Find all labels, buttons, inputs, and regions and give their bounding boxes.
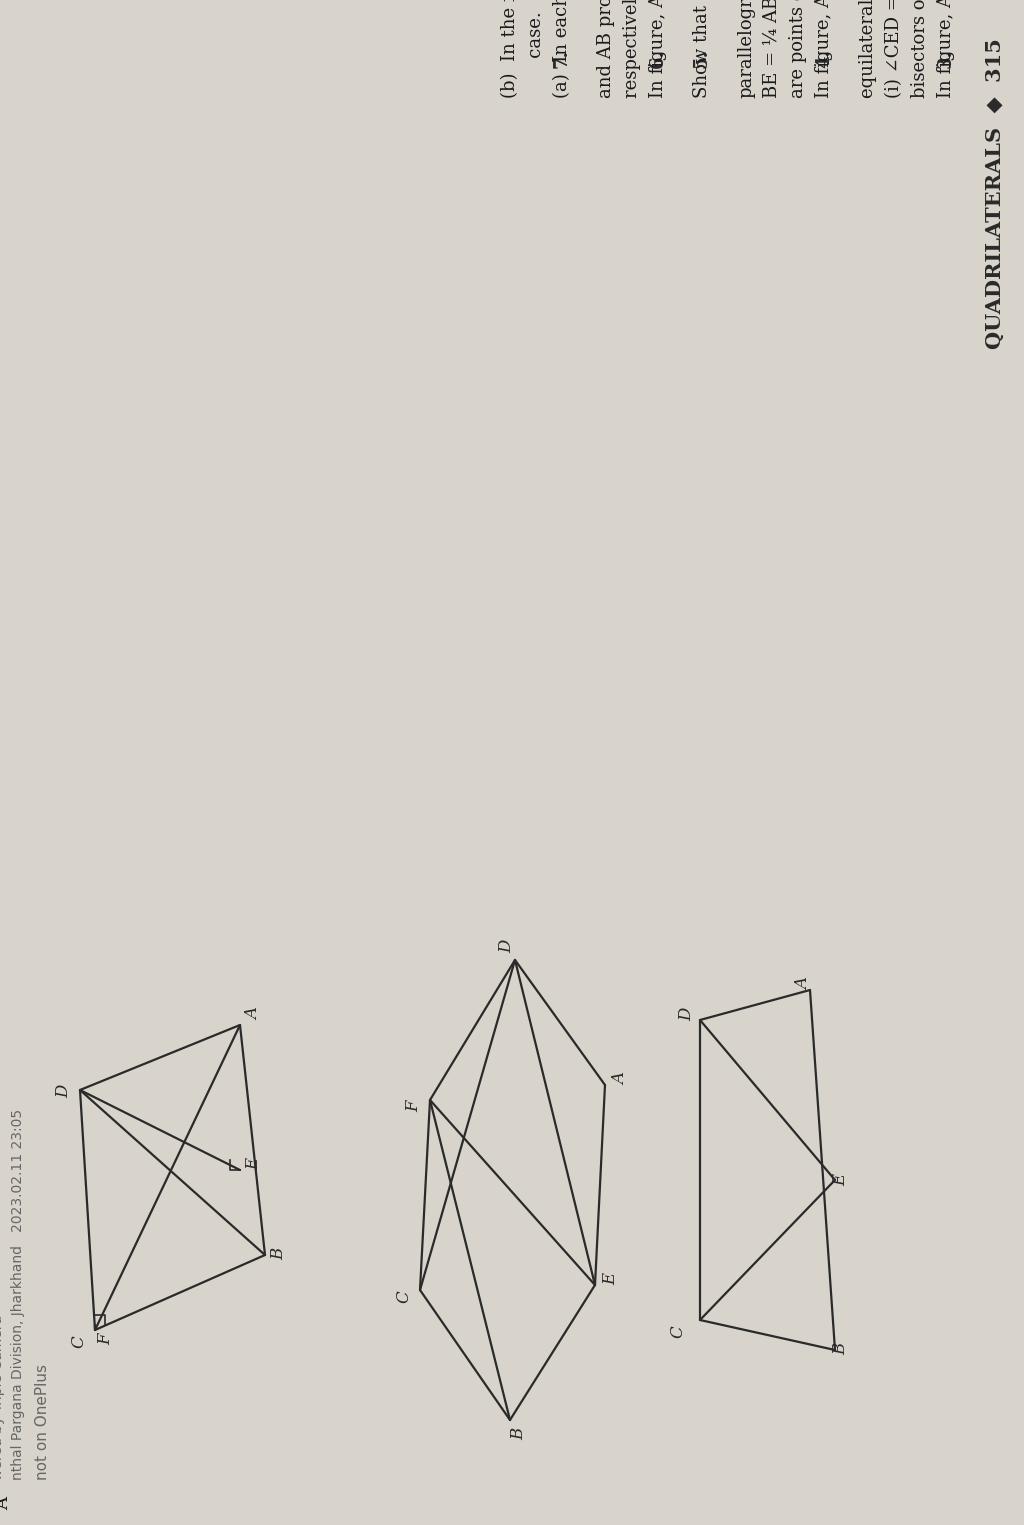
Text: are points on AB and CD respectively such that: are points on AB and CD respectively suc… [790,0,807,98]
Text: C: C [395,1290,413,1302]
Text: D: D [678,1008,695,1022]
Text: In figure, ABCD is a parallelogram. DE and CF are: In figure, ABCD is a parallelogram. DE a… [649,0,667,98]
Text: E: E [602,1273,620,1286]
Text: not on OnePlus: not on OnePlus [35,1363,50,1479]
Text: C: C [669,1325,686,1337]
Text: B: B [270,1247,288,1260]
Text: BE = ¼ AB and  DF = ¼ DC. Prove that BEDF is a: BE = ¼ AB and DF = ¼ DC. Prove that BEDF… [763,0,781,98]
Text: and AB produced to F. Prove that AE = BF.: and AB produced to F. Prove that AE = BF… [597,0,615,98]
Text: (b)  In the figure (i) prove that △AOD is an isosceles triangle.: (b) In the figure (i) prove that △AOD is… [501,0,519,98]
Text: 4.: 4. [815,49,833,69]
Text: case.: case. [527,11,545,98]
Text: QUADRILATERALS  ◆  315: QUADRILATERALS ◆ 315 [985,38,1005,349]
Text: nthal Pargana Division, Jharkhand   2023.02.11 23:05: nthal Pargana Division, Jharkhand 2023.0… [11,1109,25,1479]
Text: F: F [406,1100,423,1112]
Text: 3.: 3. [937,49,955,69]
Text: In figure, ABCD is a parallelogram in which ∠D = 60°. If the: In figure, ABCD is a parallelogram in wh… [937,0,955,98]
Text: In figure, ABCD is a parallelogram in which E and F: In figure, ABCD is a parallelogram in wh… [815,0,833,98]
Text: (i) ∠CED = 90°  (ii) AD = AE  (iii) AB = 2AD  (iv) △BCE is an: (i) ∠CED = 90° (ii) AD = AE (iii) AB = 2… [885,0,903,98]
Text: (a)  In each of the figures given below, ABCD is a rectangle. Find the values of: (a) In each of the figures given below, … [553,0,571,98]
Text: D: D [498,939,515,953]
Text: Show that each angle of a square is a right angle.: Show that each angle of a square is a ri… [693,0,711,98]
Text: D: D [55,1084,73,1098]
Text: bisectors of ∠D  and  ∠C  meet AB  at  E.  Prove that: bisectors of ∠D and ∠C meet AB at E. Pro… [911,0,929,98]
Text: F: F [97,1333,114,1345]
Text: B: B [831,1342,849,1356]
Text: 5.: 5. [693,49,711,69]
Text: 7.: 7. [553,49,571,69]
Text: C: C [71,1334,87,1348]
Text: E: E [831,1174,849,1186]
Text: A: A [612,1074,630,1084]
Text: 6.: 6. [649,49,667,69]
Text: respectively, the perpendiculars from D and C to AB: respectively, the perpendiculars from D … [623,0,641,98]
Text: B: B [510,1427,527,1440]
Text: A: A [246,1008,262,1020]
Text: equilateral triangle.: equilateral triangle. [859,0,877,98]
Text: A: A [0,1498,12,1510]
Text: parallelogram.: parallelogram. [737,0,755,98]
Text: A: A [795,978,812,990]
Text: wered by Triple Camera: wered by Triple Camera [0,1315,5,1479]
Text: E: E [246,1157,262,1170]
